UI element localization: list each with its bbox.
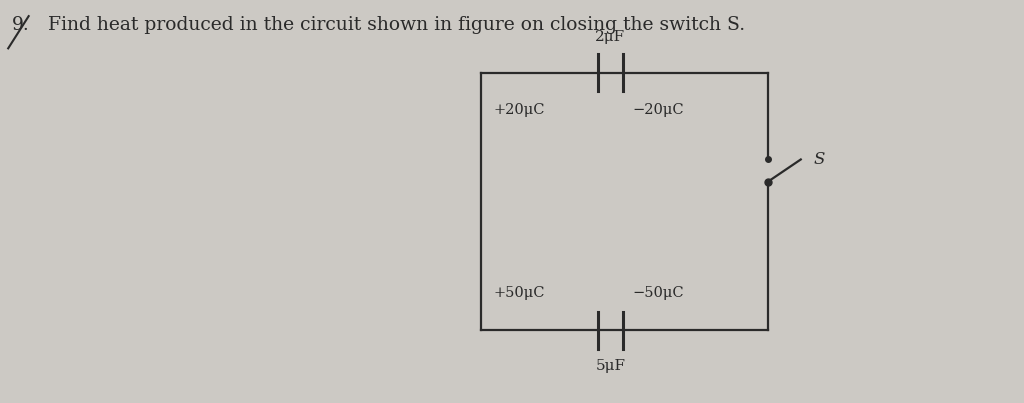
Text: +50μC: +50μC: [494, 286, 545, 300]
Text: Find heat produced in the circuit shown in figure on closing the switch S.: Find heat produced in the circuit shown …: [36, 16, 745, 34]
Text: −20μC: −20μC: [633, 103, 684, 117]
Text: S: S: [813, 151, 824, 168]
Text: 9.: 9.: [12, 16, 30, 34]
Text: 5μF: 5μF: [595, 359, 626, 373]
Text: +20μC: +20μC: [494, 103, 545, 117]
Text: −50μC: −50μC: [633, 286, 684, 300]
Text: 2μF: 2μF: [595, 30, 626, 44]
